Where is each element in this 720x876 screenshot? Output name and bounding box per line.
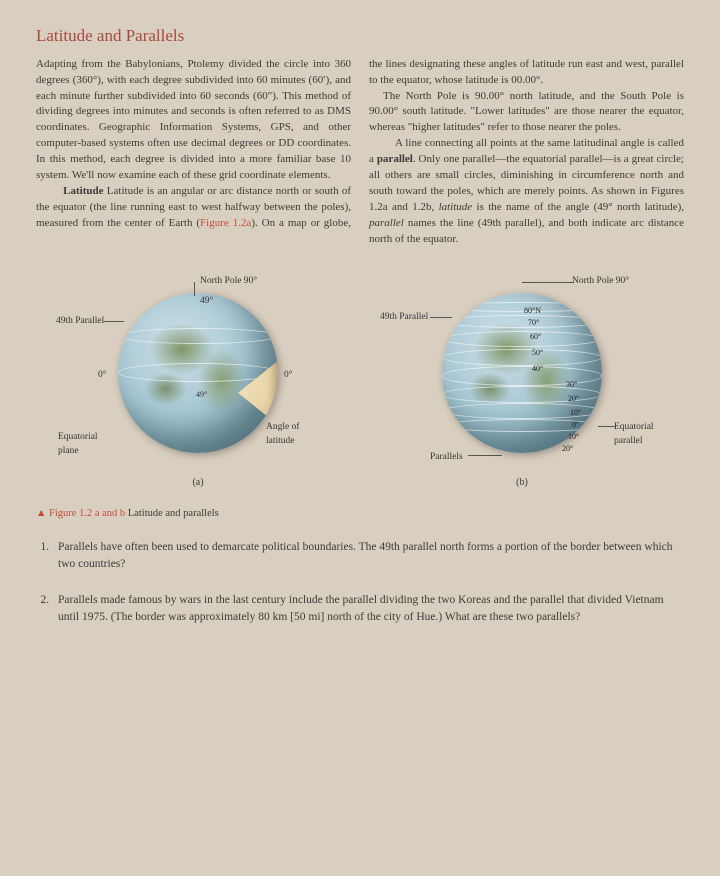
term-latitude: Latitude xyxy=(63,185,103,197)
lat-40: 40° xyxy=(532,363,543,375)
leader-line xyxy=(430,317,452,318)
label-eq-parallel: Equatorialparallel xyxy=(614,421,654,449)
caption-text: Latitude and parallels xyxy=(125,508,219,519)
lat-m20: 20° xyxy=(562,443,573,455)
caption-triangle-icon: ▲ xyxy=(36,508,46,519)
label-north-pole-b: North Pole 90° xyxy=(572,275,629,289)
leader-line xyxy=(522,282,574,283)
label-49th-parallel-b: 49th Parallel xyxy=(380,311,428,325)
label-zero-right: 0° xyxy=(284,369,293,383)
figure-a: North Pole 90° 49° 49th Parallel 0° 0° 4… xyxy=(48,271,348,491)
label-49th-parallel-a: 49th Parallel xyxy=(56,315,104,329)
globe-a xyxy=(118,293,278,453)
lat-m10: 10° xyxy=(568,431,579,443)
leader-line xyxy=(468,455,502,456)
label-parallels: Parallels xyxy=(430,451,463,465)
lat-0: 0° xyxy=(572,419,579,431)
label-49-top: 49° xyxy=(200,295,213,309)
paragraph-1: Adapting from the Babylonians, Ptolemy d… xyxy=(36,57,351,185)
subfig-label-a: (a) xyxy=(192,476,203,491)
paragraph-3: The North Pole is 90.00° north latitude,… xyxy=(369,89,684,137)
figure-ref: Figure 1.2a xyxy=(200,217,251,229)
subfig-label-b: (b) xyxy=(516,476,528,491)
label-north-pole-a: North Pole 90° xyxy=(200,275,257,289)
lat-10: 10° xyxy=(570,407,581,419)
label-49-inner: 49° xyxy=(196,389,207,401)
leader-line xyxy=(598,426,616,427)
figure-caption: ▲ Figure 1.2 a and b Latitude and parall… xyxy=(36,506,684,521)
lat-50: 50° xyxy=(532,347,543,359)
lat-30: 30° xyxy=(566,379,577,391)
lat-60: 60° xyxy=(530,331,541,343)
body-text-columns: Adapting from the Babylonians, Ptolemy d… xyxy=(36,57,684,248)
question-2: Parallels made famous by wars in the las… xyxy=(52,592,684,627)
lat-80: 80°N xyxy=(524,305,541,317)
question-1: Parallels have often been used to demarc… xyxy=(52,539,684,574)
lat-70: 70° xyxy=(528,317,539,329)
leader-line xyxy=(194,282,195,296)
term-parallel: parallel xyxy=(377,153,413,165)
figure-b: North Pole 90° 49th Parallel Equatorialp… xyxy=(372,271,672,491)
leader-line xyxy=(104,321,124,322)
figure-1-2: North Pole 90° 49° 49th Parallel 0° 0° 4… xyxy=(36,266,684,496)
section-title: Latitude and Parallels xyxy=(36,24,684,49)
caption-figure-number: Figure 1.2 a and b xyxy=(49,508,125,519)
label-zero-left: 0° xyxy=(98,369,107,383)
lat-20: 20° xyxy=(568,393,579,405)
label-angle-of-latitude: Angle oflatitude xyxy=(266,421,300,449)
paragraph-4: A line connecting all points at the same… xyxy=(369,136,684,248)
label-eq-plane: Equatorialplane xyxy=(58,431,98,459)
questions-block: Parallels have often been used to demarc… xyxy=(36,539,684,626)
